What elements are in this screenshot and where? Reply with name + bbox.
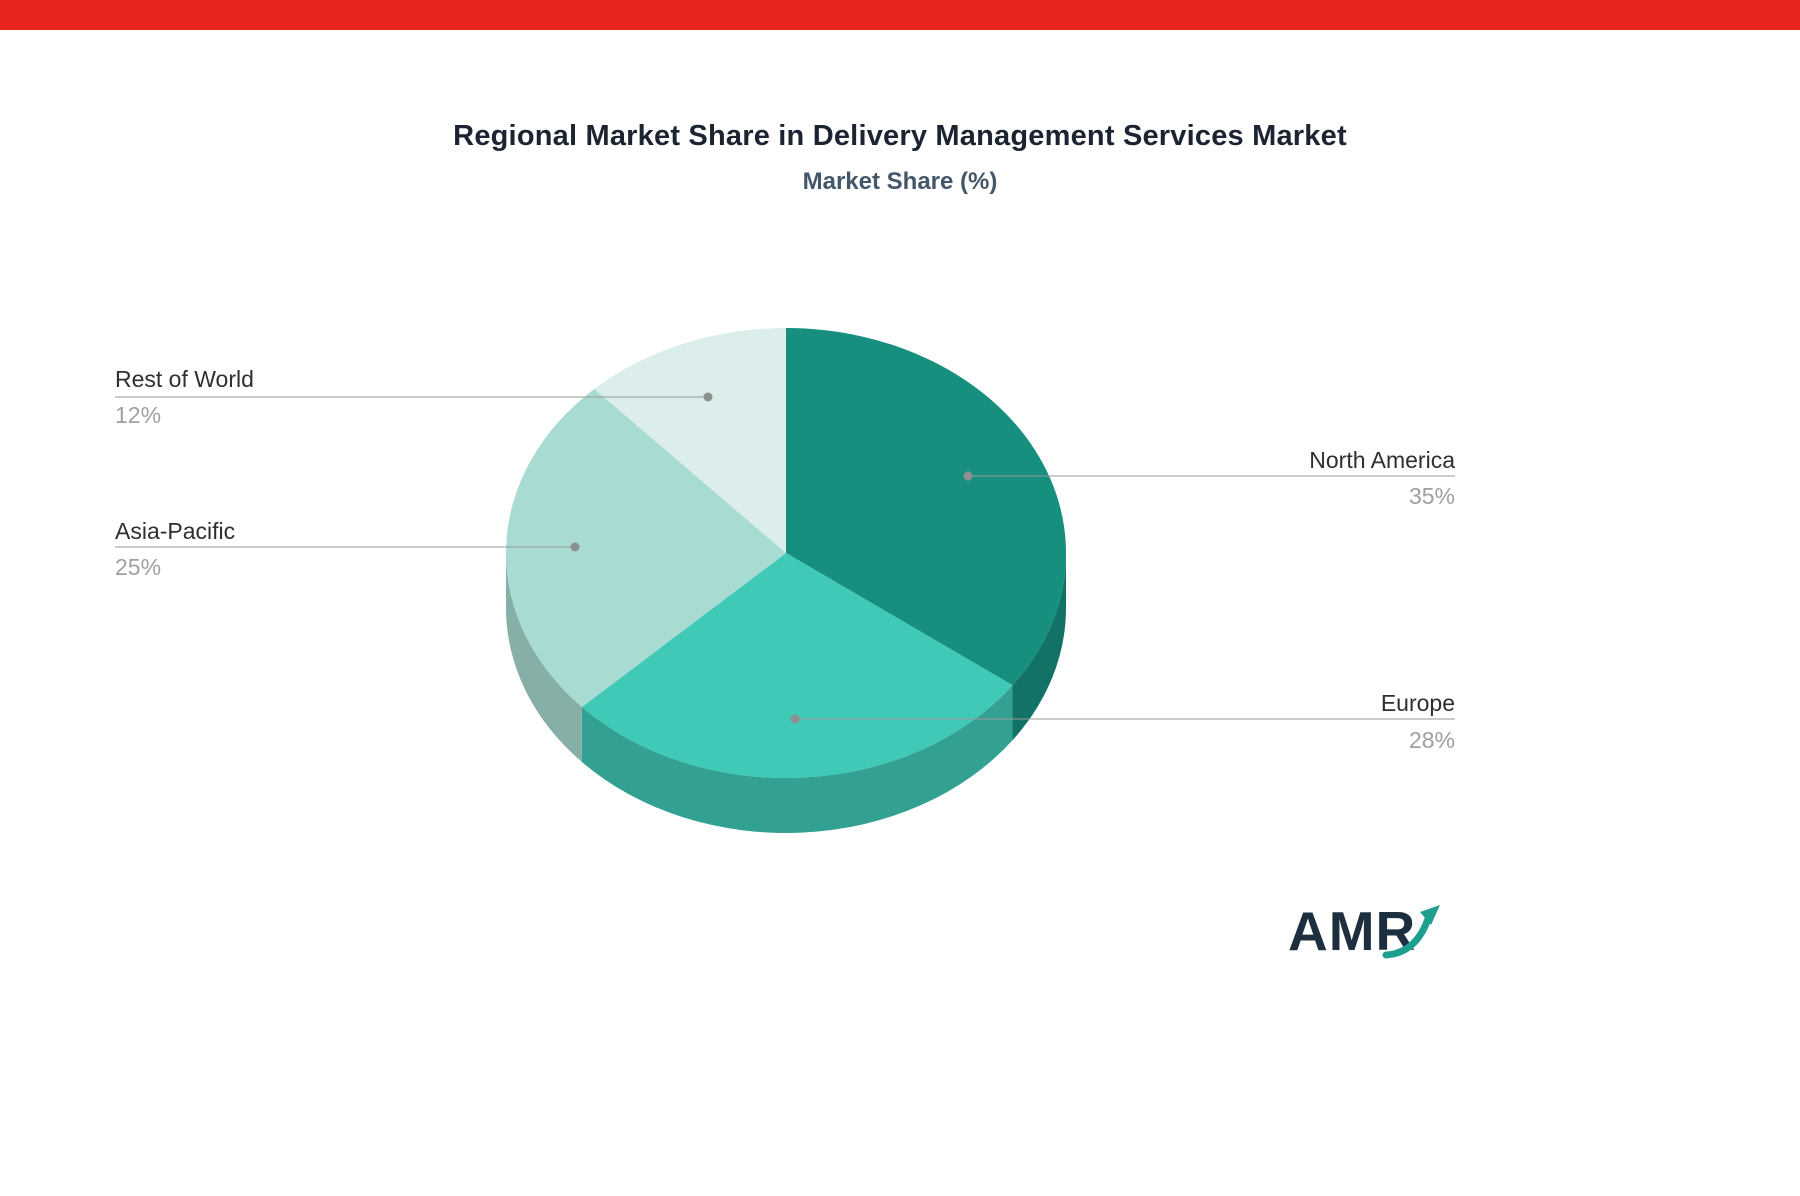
pie-top-faces xyxy=(506,328,1066,778)
pie-slice-europe xyxy=(581,553,1013,778)
label-europe: Europe xyxy=(1380,690,1455,716)
label-north-america: North America xyxy=(1309,447,1455,473)
value-rest-of-world: 12% xyxy=(115,402,162,428)
amr-logo-arrow-icon xyxy=(1382,905,1440,959)
chart-title: Regional Market Share in Delivery Manage… xyxy=(453,120,1347,152)
value-europe: 28% xyxy=(1408,727,1455,753)
value-asia-pacific: 25% xyxy=(115,554,162,580)
pie-slice-north-america xyxy=(786,328,1066,686)
amr-logo: AMR xyxy=(1288,899,1448,969)
label-rest-of-world: Rest of World xyxy=(115,366,254,392)
chart-subtitle: Market Share (%) xyxy=(802,168,998,195)
pie-slice-side-north-america xyxy=(1012,553,1066,741)
leader-dot-north-america xyxy=(963,471,973,481)
leader-dot-asia-pacific xyxy=(570,542,580,552)
pie-slice-asia-pacific xyxy=(506,388,786,708)
leader-dots xyxy=(570,392,973,724)
value-north-america: 35% xyxy=(1408,483,1455,509)
pie-slice-rest-of-world xyxy=(594,328,786,553)
pie-slice-side-asia-pacific xyxy=(506,553,582,763)
leader-lines xyxy=(115,396,1455,720)
label-asia-pacific: Asia-Pacific xyxy=(115,518,236,544)
leader-dot-rest-of-world xyxy=(703,392,713,402)
top-banner xyxy=(0,0,1800,30)
pie-3d-sides xyxy=(506,553,1066,833)
pie-slice-side-europe xyxy=(581,685,1013,833)
leader-dot-europe xyxy=(790,714,800,724)
